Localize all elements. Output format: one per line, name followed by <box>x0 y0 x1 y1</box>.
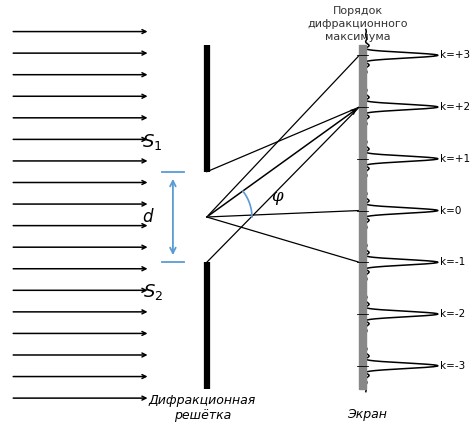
Text: $S_1$: $S_1$ <box>143 132 163 152</box>
Text: k=-2: k=-2 <box>440 309 465 319</box>
Text: Дифракционная
решётка: Дифракционная решётка <box>149 394 256 422</box>
Text: k=+2: k=+2 <box>440 102 470 112</box>
Text: Порядок
дифракционного
максимума: Порядок дифракционного максимума <box>308 6 408 42</box>
Text: φ: φ <box>271 188 283 205</box>
Bar <box>359 45 365 389</box>
Text: k=-1: k=-1 <box>440 257 465 267</box>
Text: $S_2$: $S_2$ <box>143 282 163 302</box>
Text: $d$: $d$ <box>142 208 155 226</box>
Text: Экран: Экран <box>347 408 387 421</box>
Text: k=+3: k=+3 <box>440 50 470 60</box>
Text: k=-3: k=-3 <box>440 361 465 371</box>
Text: k=+1: k=+1 <box>440 154 470 164</box>
Text: k=0: k=0 <box>440 206 462 216</box>
